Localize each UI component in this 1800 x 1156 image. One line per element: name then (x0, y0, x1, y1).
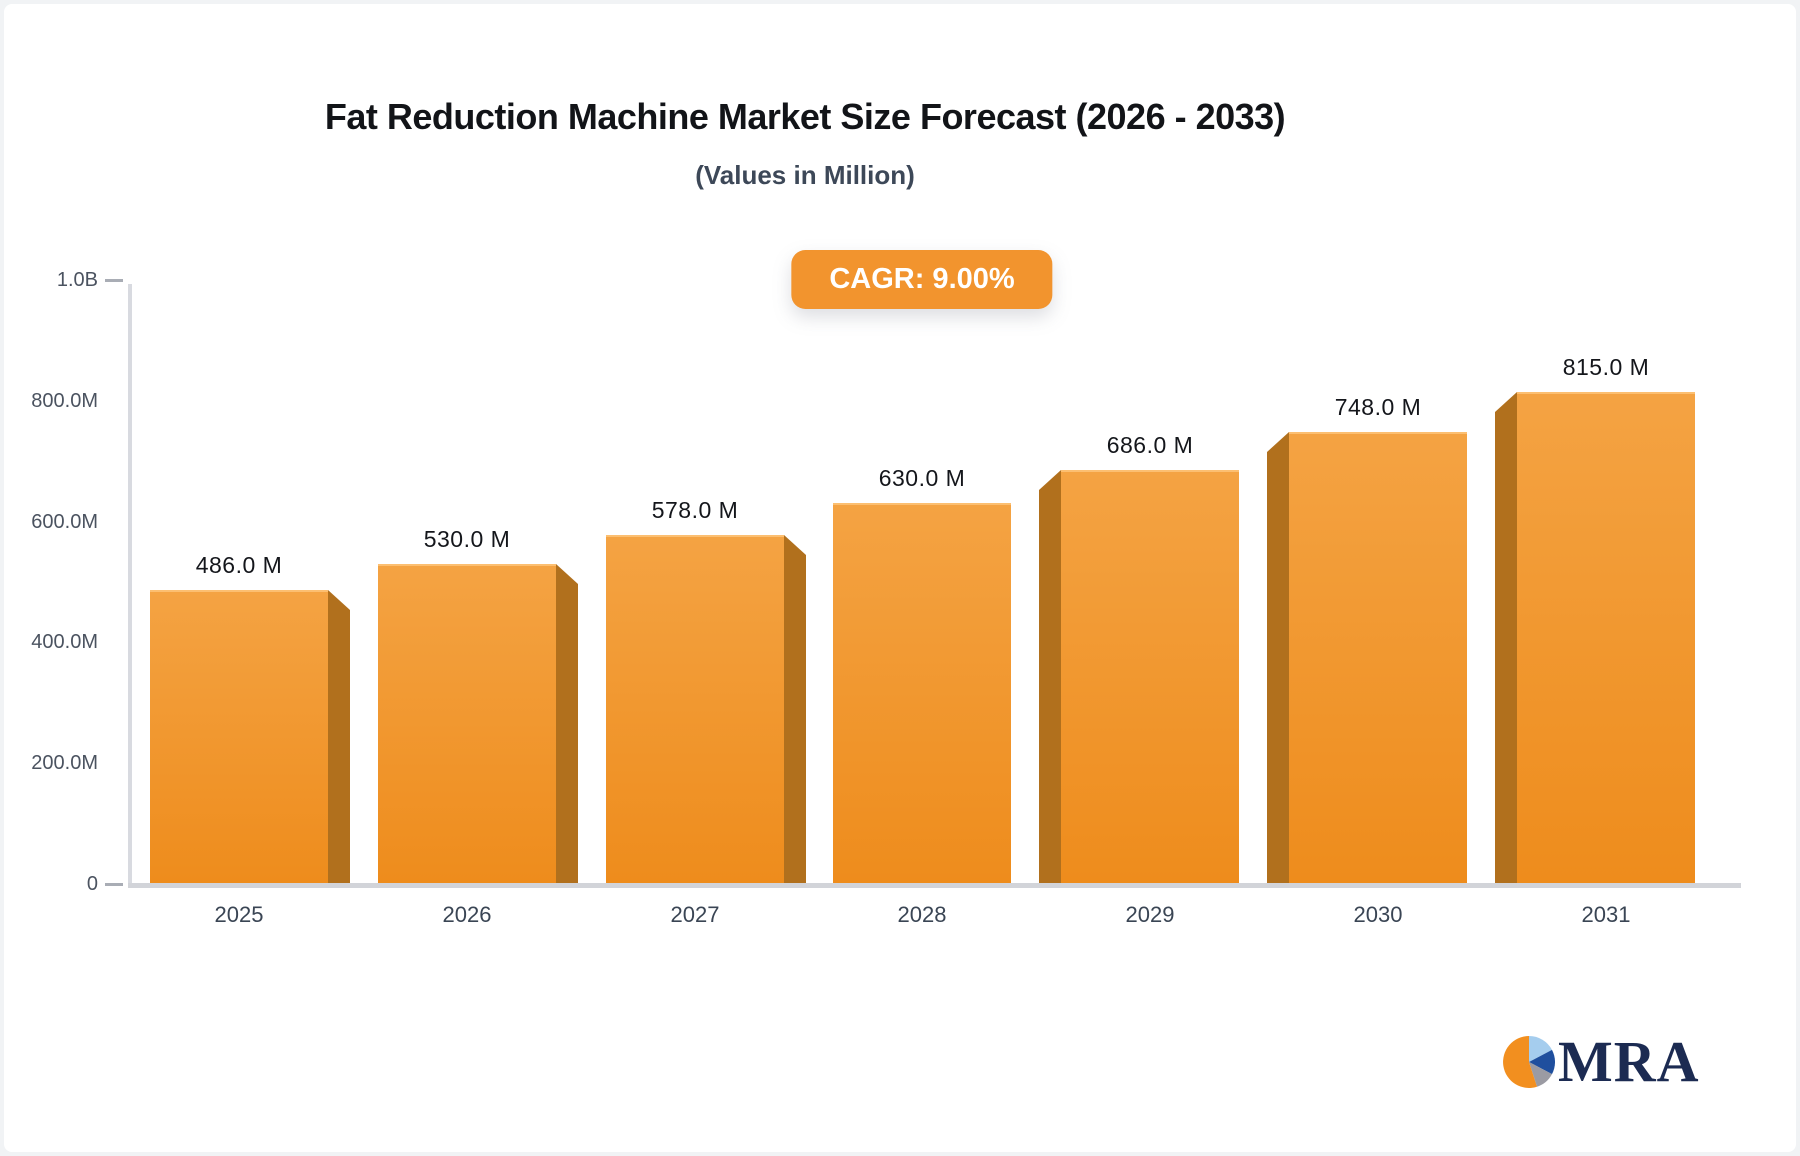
bar-2029 (1061, 470, 1239, 884)
bar-2025 (150, 590, 328, 884)
bar-value-label: 630.0 M (878, 465, 966, 491)
y-axis-label: 0 (86, 873, 98, 895)
x-axis-label: 2027 (670, 902, 720, 927)
cagr-badge: CAGR: 9.00% (791, 250, 1053, 309)
bar-value-label: 578.0 M (651, 497, 739, 523)
x-axis-label: 2030 (1353, 902, 1403, 927)
chart-subtitle: (Values in Million) (695, 160, 915, 190)
bar-side-2026 (556, 564, 578, 884)
bar-side-2027 (784, 535, 806, 884)
bar-2030 (1289, 432, 1467, 884)
bar-side-2031 (1495, 392, 1517, 884)
y-axis-tick (105, 883, 123, 886)
brand-logo: MRA (1503, 1029, 1700, 1094)
bar-value-label: 486.0 M (195, 552, 283, 578)
chart-title: Fat Reduction Machine Market Size Foreca… (324, 96, 1286, 137)
y-axis-label: 800.0M (31, 389, 98, 412)
bar-2027 (606, 535, 784, 884)
x-axis-label: 2029 (1125, 902, 1175, 927)
bar-2031 (1517, 392, 1695, 884)
bar-value-label: 748.0 M (1334, 394, 1422, 420)
y-axis-line (128, 284, 132, 885)
y-axis-label: 200.0M (31, 752, 98, 775)
x-axis-label: 2031 (1581, 902, 1631, 927)
bar-2028 (833, 503, 1011, 884)
y-axis-label: 600.0M (31, 510, 98, 533)
x-axis-label: 2028 (897, 902, 947, 927)
bar-side-2029 (1039, 470, 1061, 884)
y-axis-label: 400.0M (31, 631, 98, 654)
y-axis-tick (105, 279, 123, 282)
bar-value-label: 530.0 M (423, 526, 511, 552)
x-axis-line (128, 883, 1741, 888)
bar-side-2025 (328, 590, 350, 884)
bar-side-2030 (1267, 432, 1289, 884)
pie-chart-logo-icon (1503, 1036, 1555, 1088)
x-axis-label: 2026 (442, 902, 492, 927)
bar-value-label: 815.0 M (1562, 354, 1650, 380)
bar-value-label: 686.0 M (1106, 432, 1194, 458)
brand-text: MRA (1558, 1029, 1700, 1094)
x-axis-label: 2025 (214, 902, 264, 927)
bar-2026 (378, 564, 556, 884)
y-axis-label: 1.0B (56, 269, 98, 291)
